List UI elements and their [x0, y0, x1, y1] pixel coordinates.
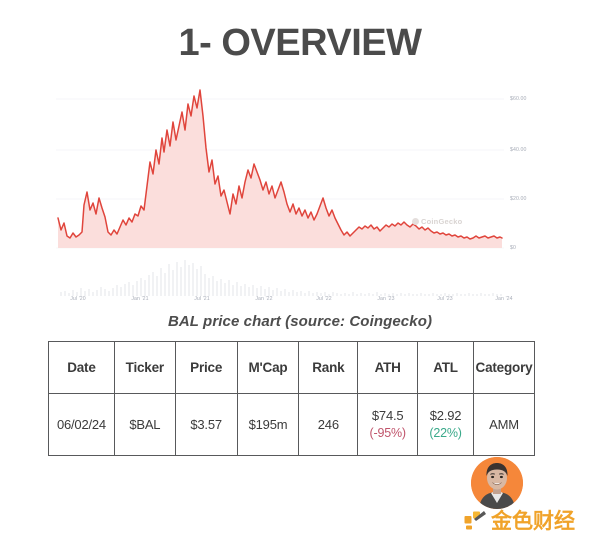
- y-tick-20: $20.00: [510, 196, 527, 202]
- cell-ath: $74.5 (-95%): [357, 393, 419, 456]
- page-title: 1- OVERVIEW: [178, 22, 422, 64]
- chart-x-axis: Jul '20 Jan '21 Jul '21 Jan '22 Jul '22 …: [56, 296, 516, 310]
- overview-table: Date Ticker Price M'Cap Rank ATH ATL Cat…: [48, 341, 536, 456]
- user-avatar-photo: [471, 457, 523, 509]
- cell-price: $3.57: [174, 393, 238, 456]
- chart-y-axis: $60.00 $40.00 $20.00 $0: [508, 86, 560, 256]
- chart-price-plot: [56, 86, 504, 254]
- x-tick-jan-24: Jan '24: [495, 296, 513, 302]
- brand-watermark-label: 金色财经: [491, 509, 575, 533]
- coingecko-logo-icon: [412, 218, 419, 225]
- y-tick-0: $0: [510, 245, 516, 251]
- cell-ath-change: (-95%): [369, 425, 407, 440]
- x-tick-jan-22: Jan '22: [255, 296, 273, 302]
- y-tick-40: $40.00: [510, 147, 527, 153]
- table-header-mcap: M'Cap: [236, 341, 300, 394]
- cell-ticker: $BAL: [113, 393, 176, 456]
- brand-watermark: 金色财经: [462, 505, 575, 535]
- table-header-date: Date: [48, 341, 115, 394]
- cell-rank: 246: [298, 393, 359, 456]
- cell-ath-value: $74.5: [371, 408, 404, 424]
- chart-area-fill: [58, 90, 502, 248]
- x-tick-jul-20: Jul '20: [70, 296, 86, 302]
- table-header-category: Category: [472, 341, 536, 394]
- table-row: 06/02/24 $BAL $3.57 $195m 246 $74.5 (-95…: [48, 393, 536, 456]
- coingecko-watermark: CoinGecko: [412, 217, 462, 226]
- volume-bars: [60, 260, 502, 296]
- cell-mcap: $195m: [236, 393, 300, 456]
- jinse-finance-logo-icon: [462, 507, 488, 533]
- table-header-row: Date Ticker Price M'Cap Rank ATH ATL Cat…: [48, 341, 536, 394]
- chart-price-line: [57, 89, 503, 240]
- table-header-price: Price: [174, 341, 238, 394]
- table-header-atl: ATL: [417, 341, 474, 394]
- cell-category: AMM: [472, 393, 536, 456]
- cell-atl-change: (22%): [429, 425, 462, 440]
- x-tick-jul-22: Jul '22: [316, 296, 332, 302]
- cell-atl: $2.92 (22%): [417, 393, 474, 456]
- table-header-ath: ATH: [357, 341, 419, 394]
- table-header-ticker: Ticker: [113, 341, 176, 394]
- price-chart: CoinGecko $60.00 $40.00 $20.00 $0: [40, 86, 560, 316]
- chart-caption: BAL price chart (source: Coingecko): [167, 313, 433, 330]
- cell-date: 06/02/24: [48, 393, 115, 456]
- x-tick-jan-23: Jan '23: [377, 296, 395, 302]
- table-header-rank: Rank: [298, 341, 359, 394]
- y-tick-60: $60.00: [510, 96, 527, 102]
- cell-atl-value: $2.92: [429, 408, 462, 424]
- x-tick-jan-21: Jan '21: [131, 296, 149, 302]
- x-tick-jul-21: Jul '21: [194, 296, 210, 302]
- coingecko-watermark-label: CoinGecko: [421, 217, 463, 226]
- chart-volume-plot: [56, 254, 504, 296]
- x-tick-jul-23: Jul '23: [437, 296, 453, 302]
